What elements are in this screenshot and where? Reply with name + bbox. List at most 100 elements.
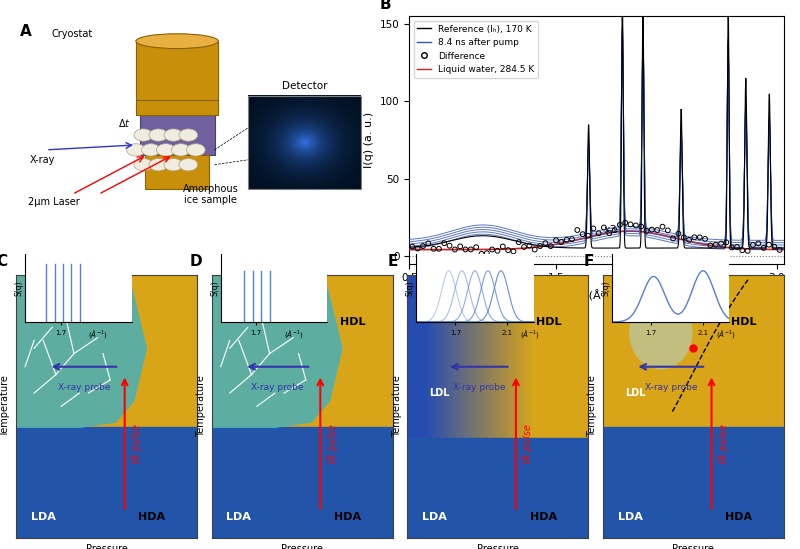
Y-axis label: I(q) (a. u.): I(q) (a. u.) <box>364 112 374 168</box>
Point <box>742 247 754 255</box>
Point <box>465 245 478 254</box>
Point <box>555 238 568 247</box>
Text: F: F <box>583 254 594 269</box>
Point <box>603 229 616 238</box>
Point <box>576 230 589 239</box>
Point <box>528 245 541 254</box>
Text: HDA: HDA <box>138 512 166 522</box>
Text: LDA: LDA <box>30 512 56 522</box>
Point <box>502 246 514 255</box>
Point <box>608 226 621 234</box>
Circle shape <box>171 144 190 156</box>
Polygon shape <box>212 274 342 427</box>
Circle shape <box>157 144 175 156</box>
X-axis label: Pressure: Pressure <box>282 544 323 549</box>
Text: D: D <box>190 254 202 269</box>
Circle shape <box>179 159 198 171</box>
Text: X-ray: X-ray <box>30 155 55 165</box>
Point <box>662 226 674 235</box>
Point <box>438 239 450 248</box>
Point <box>746 240 759 249</box>
Text: Cryostat: Cryostat <box>51 29 93 39</box>
Point <box>449 245 462 254</box>
Circle shape <box>142 144 160 156</box>
Point <box>758 244 770 253</box>
Point <box>534 242 546 250</box>
Point <box>736 246 749 255</box>
Circle shape <box>134 159 153 171</box>
Point <box>507 247 520 256</box>
Text: LDL: LDL <box>626 388 646 398</box>
Circle shape <box>164 129 182 141</box>
Text: HDL: HDL <box>536 317 562 327</box>
Ellipse shape <box>629 295 693 369</box>
Text: IR pulse: IR pulse <box>523 424 533 463</box>
Polygon shape <box>136 41 218 110</box>
Point <box>714 239 727 248</box>
Text: IR pulse: IR pulse <box>327 424 338 463</box>
Text: HDL: HDL <box>340 317 366 327</box>
Text: X-ray probe: X-ray probe <box>645 383 697 391</box>
Circle shape <box>126 144 146 156</box>
Point <box>698 234 711 243</box>
Point <box>417 242 430 250</box>
Point <box>411 244 424 253</box>
Point <box>646 225 658 234</box>
Point <box>443 242 456 250</box>
Point <box>720 238 733 247</box>
Point <box>550 236 562 245</box>
Point <box>571 226 584 234</box>
Y-axis label: S(q): S(q) <box>406 280 415 296</box>
Y-axis label: S(q): S(q) <box>602 280 610 296</box>
Point <box>730 243 743 251</box>
Point <box>710 240 722 249</box>
Polygon shape <box>140 110 214 155</box>
Text: E: E <box>388 254 398 269</box>
Text: X-ray probe: X-ray probe <box>453 383 505 391</box>
Point <box>592 229 605 238</box>
Text: HDL: HDL <box>731 317 757 327</box>
Text: $\Delta t$: $\Delta t$ <box>118 117 131 128</box>
Point <box>544 242 557 250</box>
Polygon shape <box>136 100 218 115</box>
Text: $(\AA^{-1})$: $(\AA^{-1})$ <box>716 328 736 340</box>
Text: HDA: HDA <box>334 512 361 522</box>
Point <box>512 238 525 247</box>
Point <box>587 224 600 233</box>
Text: HDA: HDA <box>530 512 557 522</box>
Point <box>650 226 663 234</box>
Text: LDA: LDA <box>618 512 642 522</box>
Point <box>539 239 552 248</box>
Y-axis label: Temperature: Temperature <box>587 376 598 437</box>
Point <box>481 249 494 257</box>
Polygon shape <box>16 274 146 427</box>
Circle shape <box>134 129 153 141</box>
Text: LDL: LDL <box>430 388 450 398</box>
Text: IR pulse: IR pulse <box>718 424 729 463</box>
Polygon shape <box>16 427 197 538</box>
Text: $(\AA^{-1})$: $(\AA^{-1})$ <box>520 328 540 340</box>
Point <box>773 245 786 254</box>
Y-axis label: Temperature: Temperature <box>1 376 10 437</box>
Bar <box>248 96 361 189</box>
Point <box>640 227 653 236</box>
Point <box>427 244 440 253</box>
Y-axis label: Temperature: Temperature <box>392 376 402 437</box>
Text: B: B <box>379 0 391 12</box>
Point <box>768 242 781 251</box>
Text: $(\AA^{-1})$: $(\AA^{-1})$ <box>88 328 108 340</box>
Point <box>459 245 472 254</box>
Y-axis label: Temperature: Temperature <box>196 376 206 437</box>
Point <box>619 219 632 227</box>
Text: Amorphous
ice sample: Amorphous ice sample <box>183 183 238 205</box>
Text: LDA: LDA <box>422 512 447 522</box>
Circle shape <box>149 129 168 141</box>
Point <box>666 234 679 243</box>
Point <box>726 243 738 252</box>
Point <box>624 220 637 229</box>
Point <box>614 221 626 229</box>
Point <box>422 239 434 248</box>
Point <box>598 223 610 232</box>
Text: IR pulse: IR pulse <box>132 424 142 463</box>
Point <box>752 239 765 248</box>
